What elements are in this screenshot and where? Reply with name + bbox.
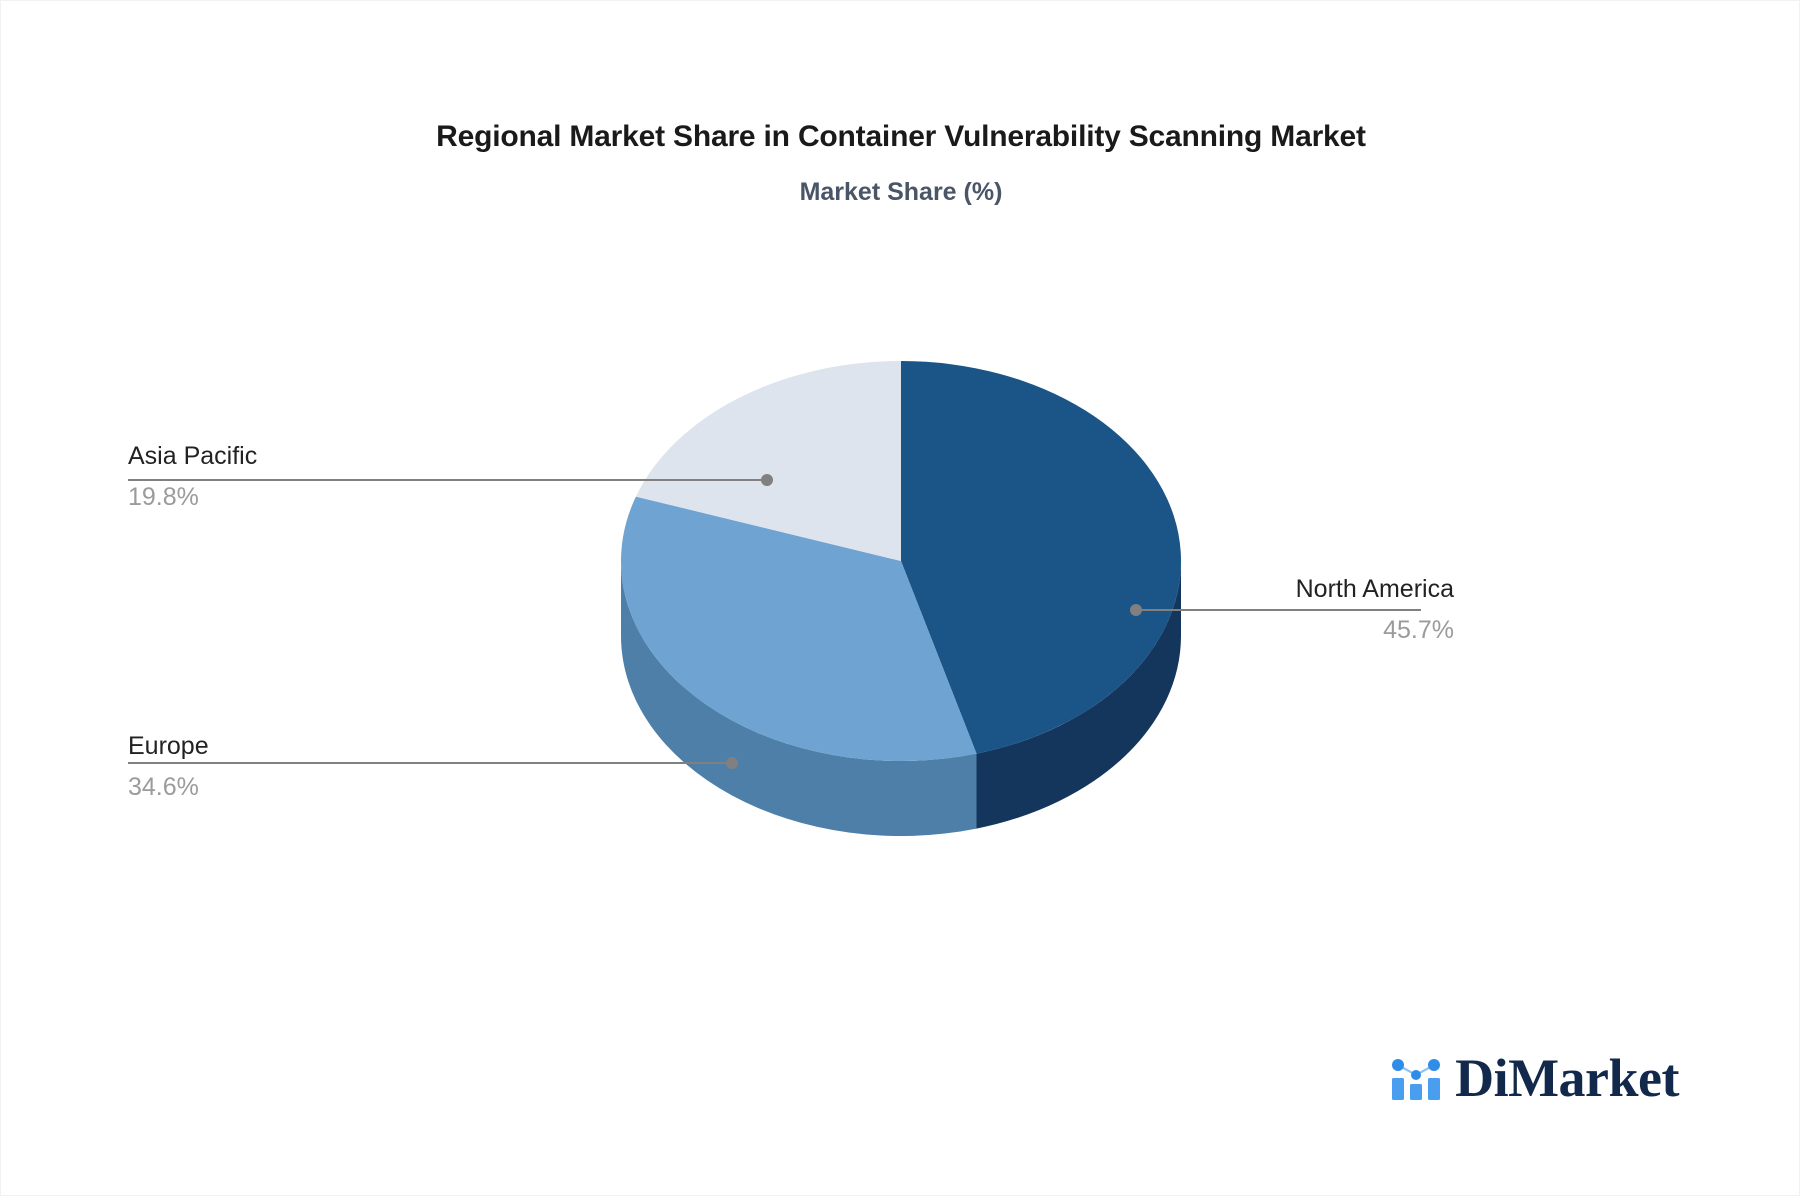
- pie-chart: [581, 361, 1221, 881]
- brand-logo: DiMarket: [1389, 1051, 1679, 1105]
- data-label-europe: Europe 34.6%: [128, 731, 209, 804]
- data-label-asia-pacific-value: 19.8%: [128, 483, 199, 512]
- data-label-europe-value: 34.6%: [128, 773, 199, 802]
- data-label-europe-name: Europe: [128, 732, 209, 760]
- page-title: Regional Market Share in Container Vulne…: [436, 120, 1366, 153]
- chart-subtitle: Market Share (%): [799, 178, 1003, 206]
- title-block: Regional Market Share in Container Vulne…: [1, 119, 1800, 207]
- pie-slice-asia-pacific: [635, 361, 901, 561]
- pie-side-north-america: [976, 561, 1181, 829]
- data-label-north-america-name: North America: [1295, 575, 1454, 603]
- pie-slice-north-america: [901, 361, 1181, 754]
- logo-text: DiMarket: [1455, 1048, 1679, 1108]
- pie-chart-svg: [621, 361, 1181, 836]
- bar-chart-logo-icon: [1392, 1059, 1441, 1100]
- data-label-north-america-value: 45.7%: [1383, 616, 1454, 645]
- pie-side-europe: [621, 561, 977, 836]
- data-label-asia-pacific-name: Asia Pacific: [128, 442, 258, 470]
- data-label-north-america: North America 45.7%: [1296, 574, 1454, 647]
- data-label-asia-pacific: Asia Pacific 19.8%: [128, 441, 257, 514]
- pie-slice-europe: [621, 496, 977, 761]
